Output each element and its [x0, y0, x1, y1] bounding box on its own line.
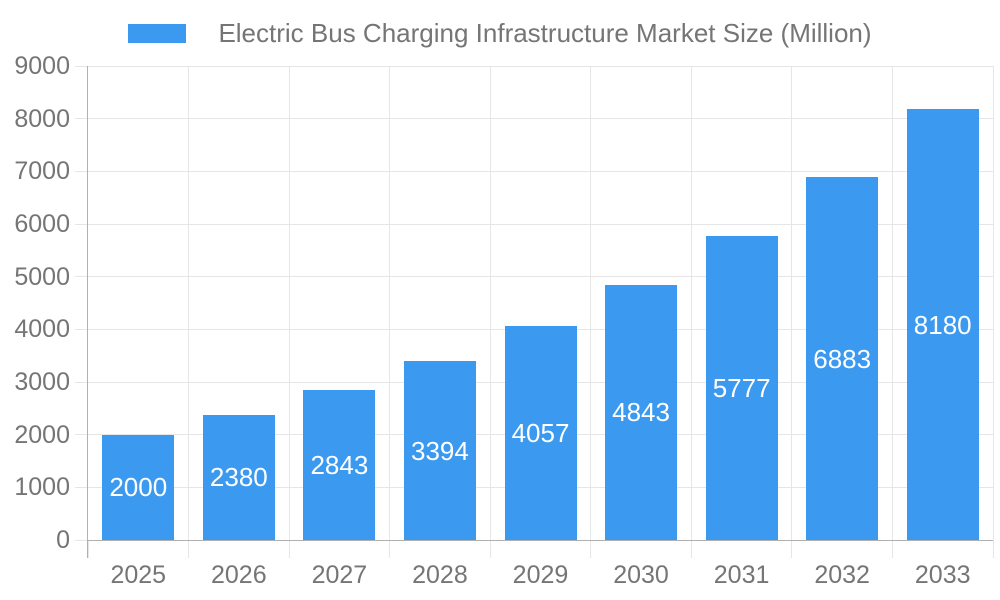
x-tick-label: 2032: [814, 561, 870, 589]
y-tick: [75, 434, 88, 436]
x-tick-label: 2031: [713, 561, 770, 589]
bar[interactable]: [504, 326, 577, 540]
x-axis-line: [88, 540, 993, 541]
y-axis-line: [87, 66, 88, 558]
x-tick: [992, 540, 994, 558]
y-tick: [75, 486, 88, 488]
bar[interactable]: [102, 434, 175, 540]
bar-value-label: 6883: [813, 343, 872, 374]
x-gridline: [389, 66, 391, 540]
y-tick-label: 1000: [14, 473, 70, 502]
x-tick: [87, 540, 89, 558]
bar[interactable]: [403, 361, 476, 540]
x-tick: [590, 540, 592, 558]
x-tick-label: 2026: [211, 561, 267, 589]
bar-value-label: 2380: [209, 462, 268, 493]
y-tick: [75, 223, 88, 225]
bar[interactable]: [906, 109, 979, 540]
x-gridline: [992, 66, 994, 540]
y-gridline: [88, 170, 993, 172]
x-tick: [690, 540, 692, 558]
bar-value-label: 2000: [109, 472, 168, 503]
y-gridline: [88, 223, 993, 225]
y-tick-label: 7000: [14, 157, 70, 186]
legend[interactable]: Electric Bus Charging Infrastructure Mar…: [0, 14, 1000, 52]
bar-value-label: 2843: [310, 450, 369, 481]
y-tick-label: 9000: [14, 52, 70, 80]
y-tick-label: 5000: [14, 262, 70, 291]
legend-swatch-icon[interactable]: [128, 23, 187, 43]
y-tick-label: 8000: [14, 104, 70, 133]
bar-value-label: 4057: [511, 418, 570, 449]
y-tick: [75, 381, 88, 383]
legend-label: Electric Bus Charging Infrastructure Mar…: [218, 18, 872, 48]
bar[interactable]: [605, 284, 678, 540]
x-tick-label: 2030: [613, 561, 669, 589]
x-gridline: [891, 66, 893, 540]
y-gridline: [88, 276, 993, 278]
x-tick-label: 2027: [311, 561, 368, 589]
y-gridline: [88, 118, 993, 120]
bar-value-label: 8180: [913, 309, 972, 340]
y-tick-label: 4000: [14, 315, 70, 344]
bar[interactable]: [303, 390, 376, 540]
x-tick-label: 2033: [914, 561, 971, 589]
x-tick-label: 2028: [412, 561, 468, 589]
y-tick-label: 6000: [14, 210, 70, 238]
x-tick: [791, 540, 793, 558]
x-gridline: [489, 66, 491, 540]
x-tick: [389, 540, 391, 558]
x-tick: [288, 540, 290, 558]
x-tick: [188, 540, 190, 558]
x-gridline: [690, 66, 692, 540]
x-gridline: [791, 66, 793, 540]
bar-value-label: 4843: [612, 397, 670, 428]
bar[interactable]: [202, 414, 275, 540]
x-tick-label: 2029: [512, 561, 569, 589]
y-gridline: [88, 65, 993, 67]
y-tick: [75, 65, 88, 67]
bar[interactable]: [705, 235, 778, 540]
y-tick: [75, 170, 88, 172]
x-gridline: [188, 66, 190, 540]
bar-value-label: 3394: [411, 435, 469, 466]
y-tick-label: 2000: [14, 420, 70, 449]
x-tick-label: 2025: [110, 561, 167, 589]
y-tick: [75, 276, 88, 278]
y-tick: [75, 328, 88, 330]
y-tick-label: 0: [56, 526, 70, 554]
bar-value-label: 5777: [712, 372, 771, 403]
y-tick: [75, 539, 88, 541]
y-tick-label: 3000: [14, 368, 70, 396]
y-tick: [75, 118, 88, 120]
x-gridline: [590, 66, 592, 540]
x-tick: [489, 540, 491, 558]
x-tick: [891, 540, 893, 558]
x-gridline: [288, 66, 290, 540]
bar[interactable]: [806, 177, 879, 540]
